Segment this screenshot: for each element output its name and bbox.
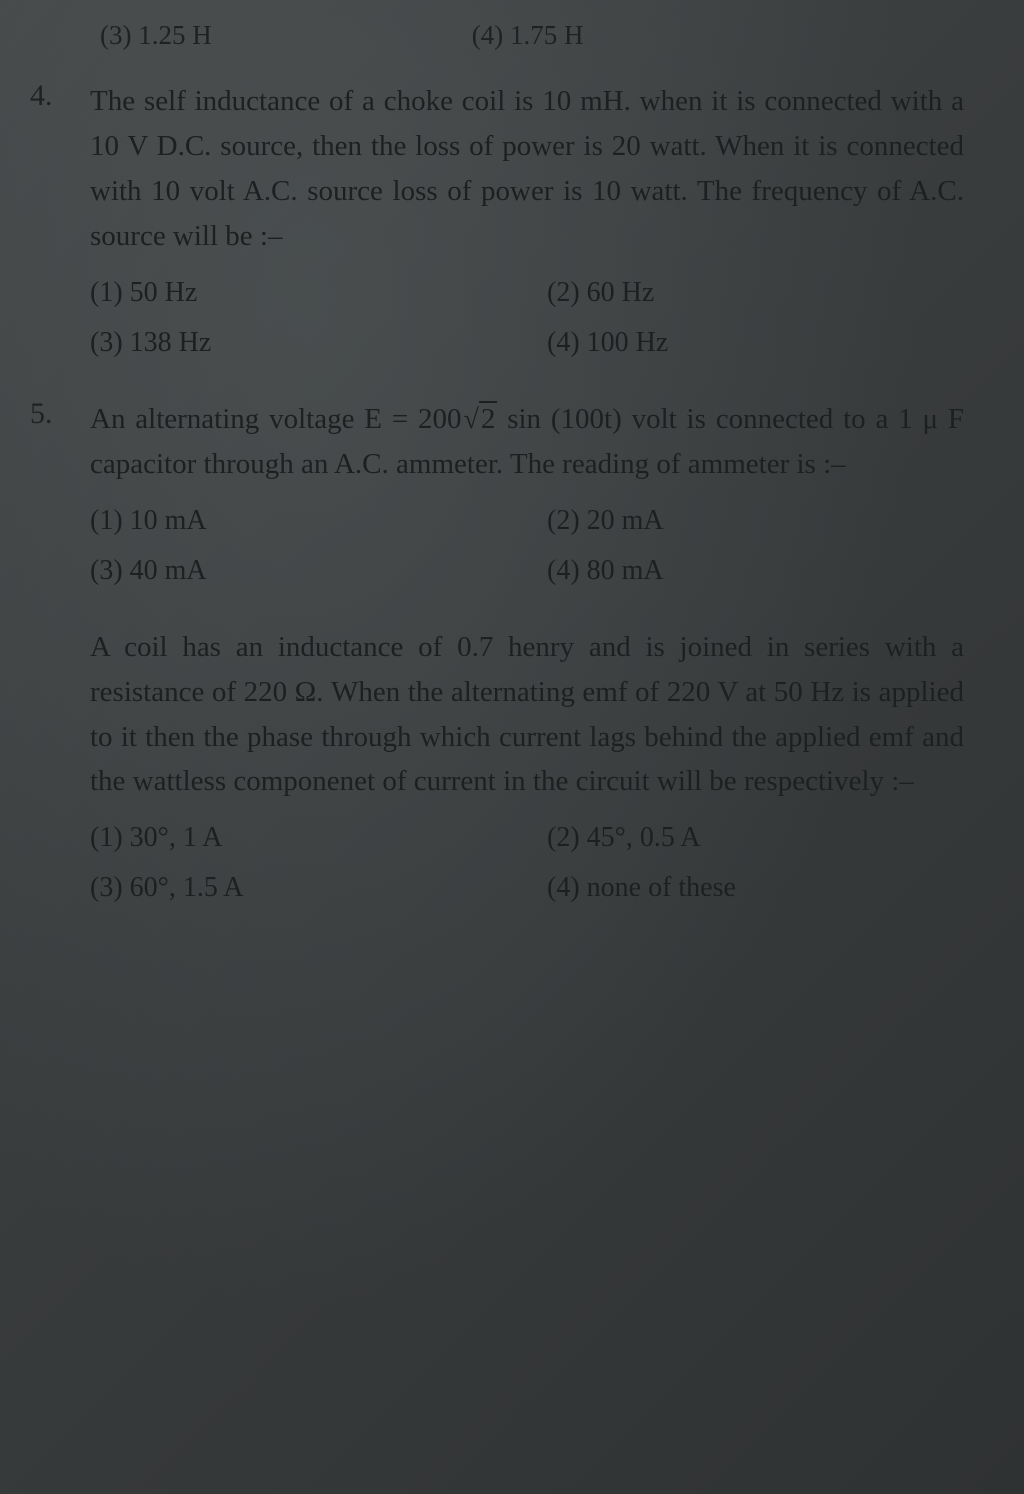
options-grid: (1) 30°, 1 A (2) 45°, 0.5 A (3) 60°, 1.5… (90, 822, 964, 904)
question-text-before: An alternating voltage E = 200 (90, 403, 462, 435)
question-number: 5. (30, 397, 60, 587)
question-number: 4. (30, 79, 60, 359)
option-1: (1) 30°, 1 A (90, 822, 507, 854)
option-4: (4) 100 Hz (547, 327, 964, 359)
option-1: (1) 10 mA (90, 505, 507, 537)
question-6: A coil has an inductance of 0.7 henry an… (80, 625, 964, 905)
option-1: (1) 50 Hz (90, 277, 507, 309)
option-2: (2) 60 Hz (547, 277, 964, 309)
sqrt-value: 2 (479, 401, 498, 435)
question-text: The self inductance of a choke coil is 1… (90, 79, 964, 259)
previous-question-options: (3) 1.25 H (4) 1.75 H (100, 20, 964, 51)
question-number (30, 625, 60, 905)
option-3: (3) 60°, 1.5 A (90, 872, 507, 904)
option-4: (4) 80 mA (547, 555, 964, 587)
options-grid: (1) 50 Hz (2) 60 Hz (3) 138 Hz (4) 100 H… (90, 277, 964, 359)
sqrt-symbol: 2 (462, 397, 498, 442)
option-3: (3) 138 Hz (90, 327, 507, 359)
question-4: 4. The self inductance of a choke coil i… (80, 79, 964, 359)
option-2: (2) 45°, 0.5 A (547, 822, 964, 854)
prior-option-3: (3) 1.25 H (100, 20, 212, 51)
question-5: 5. An alternating voltage E = 2002 sin (… (80, 397, 964, 587)
question-text: An alternating voltage E = 2002 sin (100… (90, 397, 964, 487)
option-3: (3) 40 mA (90, 555, 507, 587)
prior-option-4: (4) 1.75 H (472, 20, 584, 51)
option-2: (2) 20 mA (547, 505, 964, 537)
options-grid: (1) 10 mA (2) 20 mA (3) 40 mA (4) 80 mA (90, 505, 964, 587)
option-4: (4) none of these (547, 872, 964, 904)
question-text: A coil has an inductance of 0.7 henry an… (90, 625, 964, 805)
